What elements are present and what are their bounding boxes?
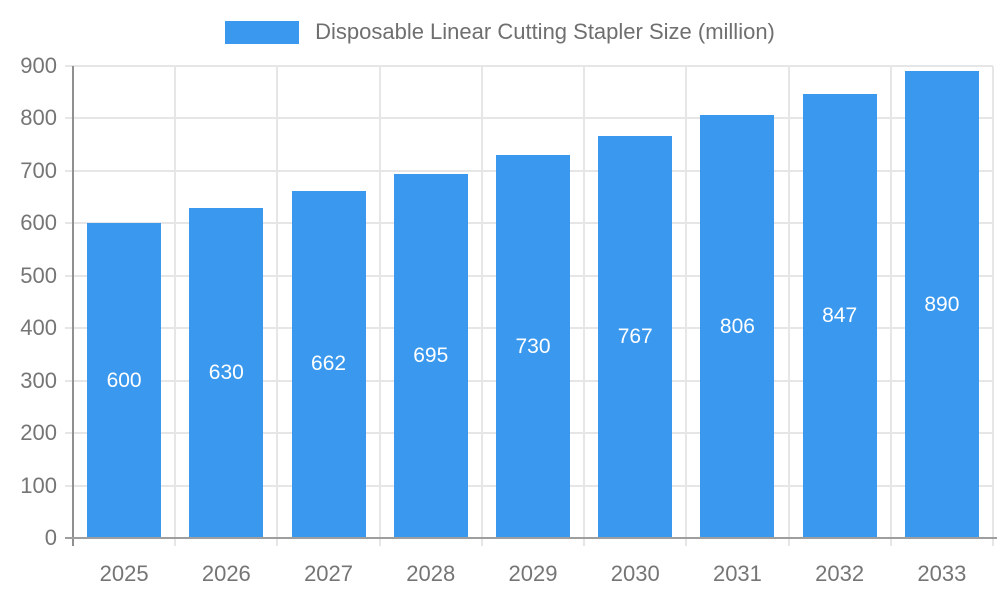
y-axis-tick-label: 400	[20, 315, 57, 341]
x-gridline	[787, 66, 790, 546]
x-gridline	[276, 66, 279, 546]
legend-label: Disposable Linear Cutting Stapler Size (…	[315, 19, 775, 44]
bar-value-label: 730	[515, 334, 551, 358]
bar[interactable]	[700, 115, 775, 537]
bar[interactable]	[904, 71, 979, 537]
x-gridline	[583, 66, 586, 546]
bar[interactable]	[189, 207, 264, 537]
x-axis-tick-label: 2028	[406, 561, 456, 586]
y-axis-tick-label: 300	[20, 367, 57, 393]
x-gridline	[685, 66, 688, 546]
y-axis-tick-label: 100	[20, 472, 57, 498]
bar-value-label: 847	[822, 303, 858, 327]
bar-value-label: 695	[413, 343, 449, 367]
bar-value-label: 662	[311, 352, 347, 376]
x-gridline	[889, 66, 892, 546]
legend-swatch-icon	[225, 20, 300, 44]
y-axis-tick-label: 200	[20, 420, 57, 446]
y-gridline	[65, 65, 993, 67]
y-axis-tick-label: 600	[20, 210, 57, 236]
x-axis-tick-label: 2026	[201, 561, 251, 586]
x-axis-tick-label: 2033	[917, 561, 967, 586]
x-axis-tick-label: 2029	[508, 561, 558, 586]
bar-value-label: 767	[617, 324, 653, 348]
y-axis-tick-label: 500	[20, 262, 57, 288]
x-gridline	[378, 66, 381, 546]
y-gridline	[65, 117, 993, 120]
x-gridline	[480, 66, 483, 546]
y-axis-line	[72, 66, 74, 546]
x-axis-tick-label: 2027	[304, 561, 354, 586]
x-gridline	[174, 66, 177, 546]
x-axis-tick-label: 2031	[712, 561, 762, 586]
y-axis-tick-label: 800	[20, 105, 57, 131]
bar-value-label: 630	[208, 360, 244, 384]
x-gridline	[992, 66, 994, 546]
bar[interactable]	[393, 173, 468, 537]
bar[interactable]	[598, 135, 673, 537]
x-axis-line	[65, 537, 997, 539]
bar[interactable]	[291, 190, 366, 537]
y-axis-tick-label: 900	[20, 53, 57, 78]
y-axis-tick-label: 700	[20, 157, 57, 183]
bar-value-label: 600	[106, 368, 142, 392]
bar-value-label: 890	[924, 292, 960, 316]
chart-legend[interactable]: Disposable Linear Cutting Stapler Size (…	[0, 14, 1000, 50]
bar[interactable]	[802, 93, 877, 537]
x-axis-tick-label: 2032	[815, 561, 865, 586]
x-axis-tick-label: 2025	[99, 561, 149, 586]
x-axis-tick-label: 2030	[610, 561, 660, 586]
bar-value-label: 806	[719, 314, 755, 338]
bar[interactable]	[87, 223, 162, 537]
y-axis-tick-label: 0	[44, 525, 57, 550]
bar[interactable]	[496, 155, 570, 537]
